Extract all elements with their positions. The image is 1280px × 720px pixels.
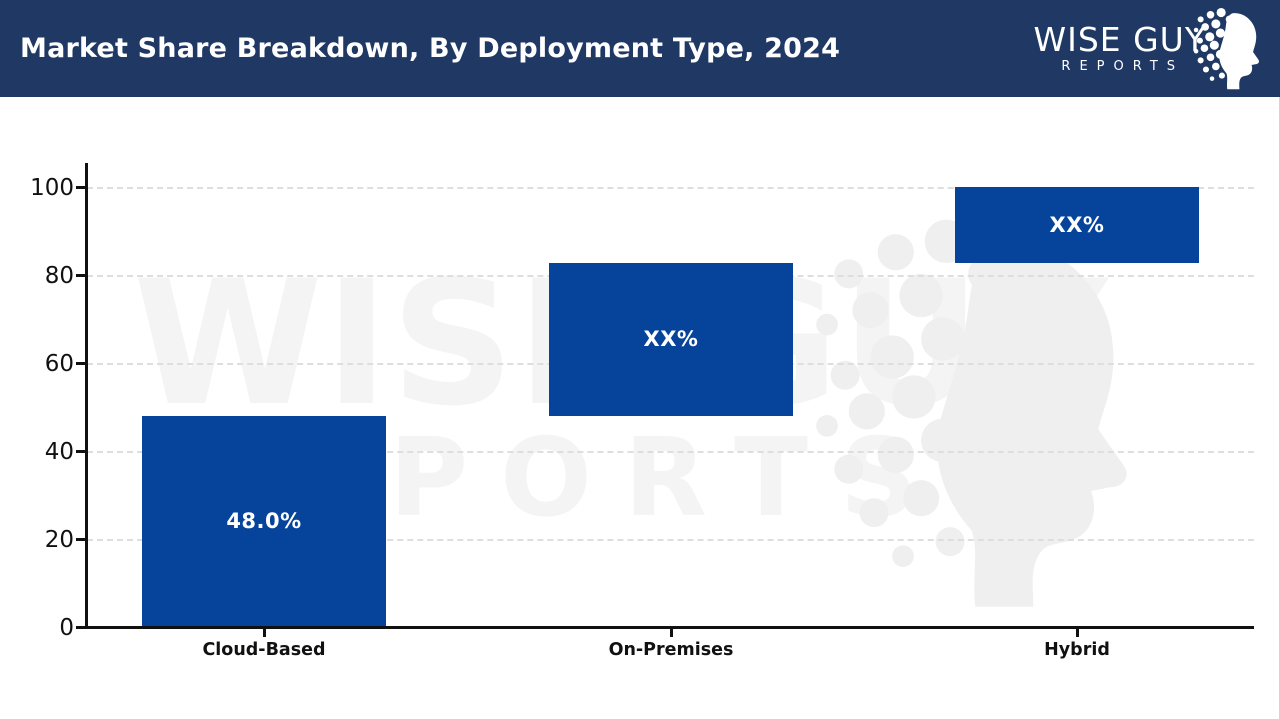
y-axis-spine [85,163,88,629]
x-tick-mark [670,629,673,637]
y-tick-label-60: 60 [44,351,74,377]
x-tick-mark [263,629,266,637]
y-tick-mark [76,626,85,629]
logo-subtitle: REPORTS [1061,59,1185,75]
y-tick-label-80: 80 [44,263,74,289]
y-tick-mark [76,274,85,277]
y-tick-label-0: 0 [59,615,74,641]
x-label-on-premises: On-Premises [608,640,734,660]
y-tick-mark [76,186,85,189]
y-tick-label-100: 100 [30,175,74,201]
bar-value-label: XX% [1049,212,1105,237]
x-label-cloud-based: Cloud-Based [202,640,326,660]
y-tick-mark [76,450,85,453]
y-tick-mark [76,538,85,541]
y-tick-mark [76,362,85,365]
bar-value-label: 48.0% [226,509,302,534]
bar-cloud-based: 48.0% [142,415,386,627]
y-tick-label-20: 20 [44,527,74,553]
gridline-40 [87,451,1254,453]
header: Market Share Breakdown, By Deployment Ty… [0,0,1280,97]
x-label-hybrid: Hybrid [1044,640,1110,660]
x-tick-mark [1076,629,1079,637]
gridline-100 [87,187,1254,189]
x-axis-spine [85,626,1254,629]
wise-guy-reports-logo: WISE GUY REPORTS [1033,7,1266,91]
y-tick-label-40: 40 [44,439,74,465]
page-title: Market Share Breakdown, By Deployment Ty… [20,33,841,64]
logo-text: WISE GUY REPORTS [1033,19,1206,75]
logo-wordmark: WISE GUY [1033,19,1206,59]
bar-on-premises: XX% [549,262,793,416]
gridline-20 [87,539,1254,541]
bar-hybrid: XX% [955,187,1199,263]
bar-value-label: XX% [643,327,699,352]
